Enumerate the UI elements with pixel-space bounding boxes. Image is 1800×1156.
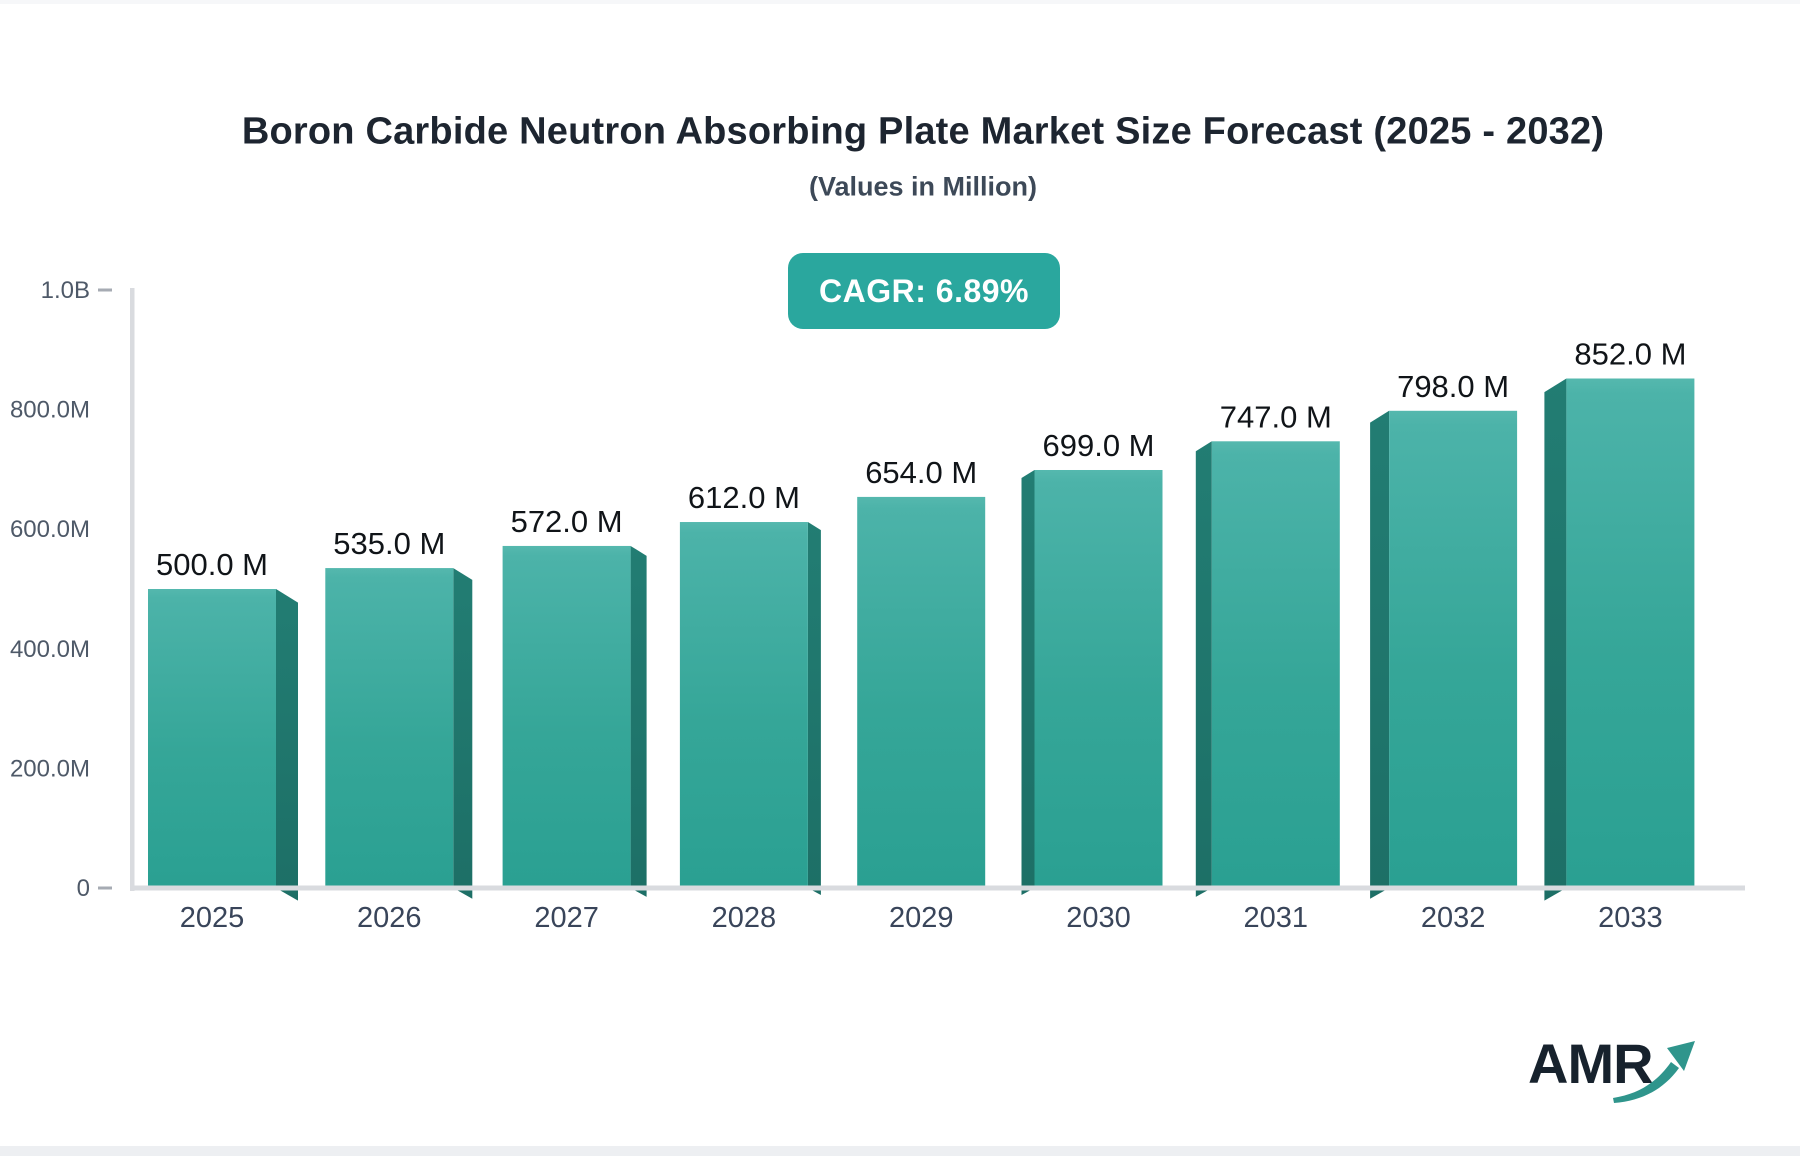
bar-value-label: 500.0 M <box>156 547 268 582</box>
bar-value-label: 852.0 M <box>1574 337 1686 372</box>
cagr-badge: CAGR: 6.89% <box>788 253 1060 329</box>
bar-side-face <box>453 568 473 899</box>
bar-side-face <box>1021 469 1035 896</box>
x-axis-label: 2032 <box>1421 902 1486 934</box>
x-axis-line <box>130 885 1745 891</box>
amr-logo: AMR <box>1528 1036 1738 1116</box>
amr-logo-text: AMR <box>1528 1032 1654 1095</box>
bar-2029[interactable]: 654.0 M 2029 <box>857 455 986 934</box>
y-axis-label: 400.0M <box>10 636 90 663</box>
y-axis-label: 1.0B <box>41 277 90 304</box>
bar-2027[interactable]: 572.0 M 2027 <box>502 504 647 934</box>
bar-front-face <box>679 522 808 888</box>
y-axis-label: 200.0M <box>10 755 90 782</box>
bar-value-label: 747.0 M <box>1220 399 1332 434</box>
bar-side-face <box>276 589 298 901</box>
bar-side-face <box>1370 410 1390 899</box>
x-axis-label: 2027 <box>534 902 599 934</box>
bar-front-face <box>1566 378 1695 888</box>
y-axis-tick <box>98 886 112 890</box>
page-edge-top <box>0 0 1800 4</box>
x-axis-label: 2029 <box>889 902 954 934</box>
bar-value-label: 654.0 M <box>865 455 977 490</box>
bar-front-face <box>1034 469 1163 888</box>
bar-value-label: 572.0 M <box>511 504 623 539</box>
bar-side-face <box>1544 378 1567 901</box>
y-axis-label: 0 <box>77 875 90 902</box>
bar-side-face <box>1195 441 1212 897</box>
bar-side-face <box>630 545 647 897</box>
x-axis-label: 2028 <box>712 902 777 934</box>
bar-value-label: 612.0 M <box>688 480 800 515</box>
bar-front-face <box>148 589 276 888</box>
bar-2031[interactable]: 747.0 M 2031 <box>1195 399 1340 934</box>
x-axis-label: 2031 <box>1244 902 1309 934</box>
bar-2033[interactable]: 852.0 M 2033 <box>1544 337 1695 934</box>
bar-front-face <box>502 545 631 888</box>
x-axis-label: 2030 <box>1066 902 1131 934</box>
chart-title: Boron Carbide Neutron Absorbing Plate Ma… <box>241 110 1605 153</box>
y-axis-line <box>130 288 135 891</box>
x-axis-label: 2026 <box>357 902 422 934</box>
bar-2025[interactable]: 500.0 M 2025 <box>148 547 298 934</box>
bar-2030[interactable]: 699.0 M 2030 <box>1021 428 1163 934</box>
y-axis-tick <box>98 288 112 292</box>
bar-2026[interactable]: 535.0 M 2026 <box>325 526 473 934</box>
page-edge-bottom <box>0 1146 1800 1156</box>
chart-subtitle: (Values in Million) <box>808 171 1038 202</box>
bar-value-label: 798.0 M <box>1397 369 1509 404</box>
growth-arrow-icon <box>1613 1041 1695 1103</box>
bar-2028[interactable]: 612.0 M 2028 <box>679 480 821 934</box>
bar-2032[interactable]: 798.0 M 2032 <box>1370 369 1518 934</box>
x-axis-label: 2025 <box>180 902 245 934</box>
x-axis-label: 2033 <box>1598 902 1663 934</box>
bar-side-face <box>807 522 821 896</box>
bar-value-label: 699.0 M <box>1042 428 1154 463</box>
bar-front-face <box>325 568 454 888</box>
y-axis-label: 600.0M <box>10 516 90 543</box>
bar-front-face <box>1389 410 1518 888</box>
bar-value-label: 535.0 M <box>333 526 445 561</box>
bar-front-face <box>857 496 986 888</box>
y-axis-label: 800.0M <box>10 397 90 424</box>
bar-front-face <box>1211 441 1340 888</box>
